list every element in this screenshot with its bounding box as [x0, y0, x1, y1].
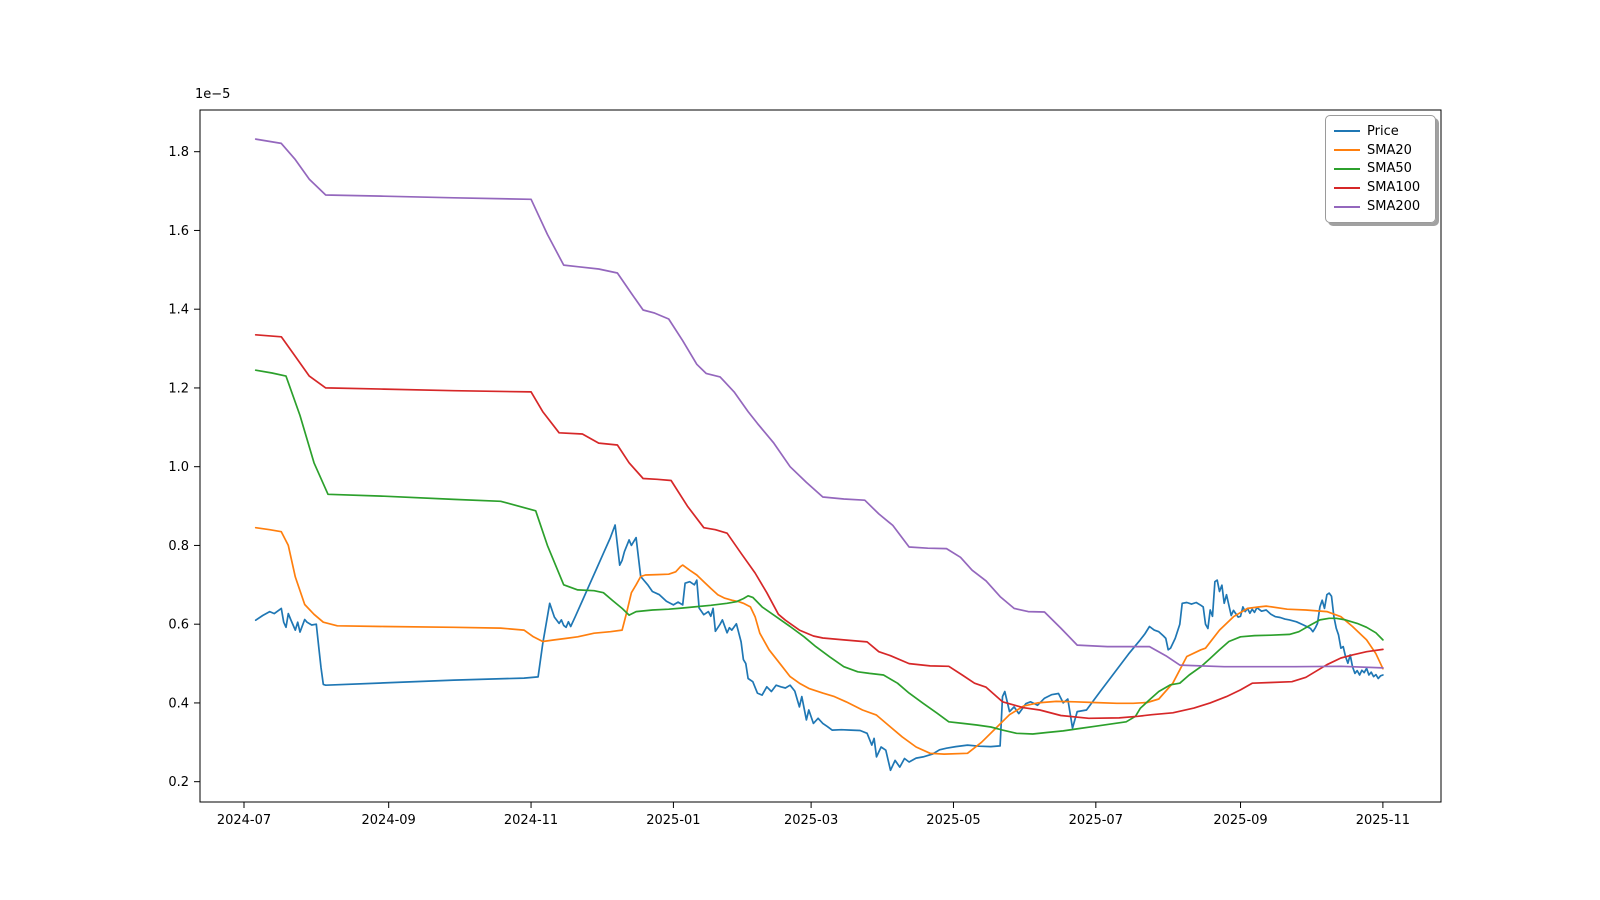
legend-entry-sma20: SMA20 [1334, 141, 1427, 160]
legend-line-swatch [1334, 186, 1360, 189]
y-tick-label: 1.2 [168, 381, 189, 396]
y-tick-label: 1.0 [168, 460, 189, 475]
plot-area [200, 110, 1441, 802]
y-tick-label: 1.4 [168, 303, 189, 318]
axes-spines [199, 109, 1442, 803]
x-tick-label: 2025-03 [784, 813, 838, 828]
legend-entry-sma50: SMA50 [1334, 160, 1427, 179]
y-tick-label: 0.6 [168, 618, 189, 633]
series-line-sma20 [254, 526, 1384, 755]
y-tick-label: 1.6 [168, 224, 189, 239]
y-tick-label: 0.2 [168, 775, 189, 790]
legend-line-swatch [1334, 167, 1360, 170]
series-line-sma200 [254, 138, 1384, 669]
legend-entry-sma200: SMA200 [1334, 197, 1427, 216]
legend-entry-sma100: SMA100 [1334, 178, 1427, 197]
x-tick-label: 2025-07 [1069, 813, 1123, 828]
legend-line-swatch [1334, 130, 1360, 133]
y-tick-label: 1.8 [168, 145, 189, 160]
x-tick-label: 2024-09 [362, 813, 416, 828]
series-line-sma100 [254, 333, 1384, 720]
y-tick-label: 0.8 [168, 539, 189, 554]
legend-label: Price [1367, 123, 1399, 139]
x-tick-label: 2024-11 [504, 813, 558, 828]
x-tick-label: 2025-01 [646, 813, 700, 828]
series-line-sma50 [254, 369, 1384, 735]
x-tick-label: 2024-07 [217, 813, 271, 828]
x-tick-label: 2025-09 [1213, 813, 1267, 828]
x-tick-label: 2025-05 [926, 813, 980, 828]
legend-entry-price: Price [1334, 122, 1427, 141]
legend-label: SMA200 [1367, 199, 1421, 215]
legend-box: Price SMA20 SMA50 SMA100 SMA200 [1325, 115, 1436, 223]
legend-line-swatch [1334, 149, 1360, 152]
x-tick-label: 2025-11 [1356, 813, 1410, 828]
y-tick-label: 0.4 [168, 696, 189, 711]
legend-label: SMA100 [1367, 180, 1421, 196]
legend-label: SMA20 [1367, 142, 1412, 158]
legend-line-swatch [1334, 205, 1360, 208]
y-axis-offset-label: 1e−5 [195, 87, 231, 102]
series-line-price [254, 524, 1384, 772]
legend-label: SMA50 [1367, 161, 1412, 177]
